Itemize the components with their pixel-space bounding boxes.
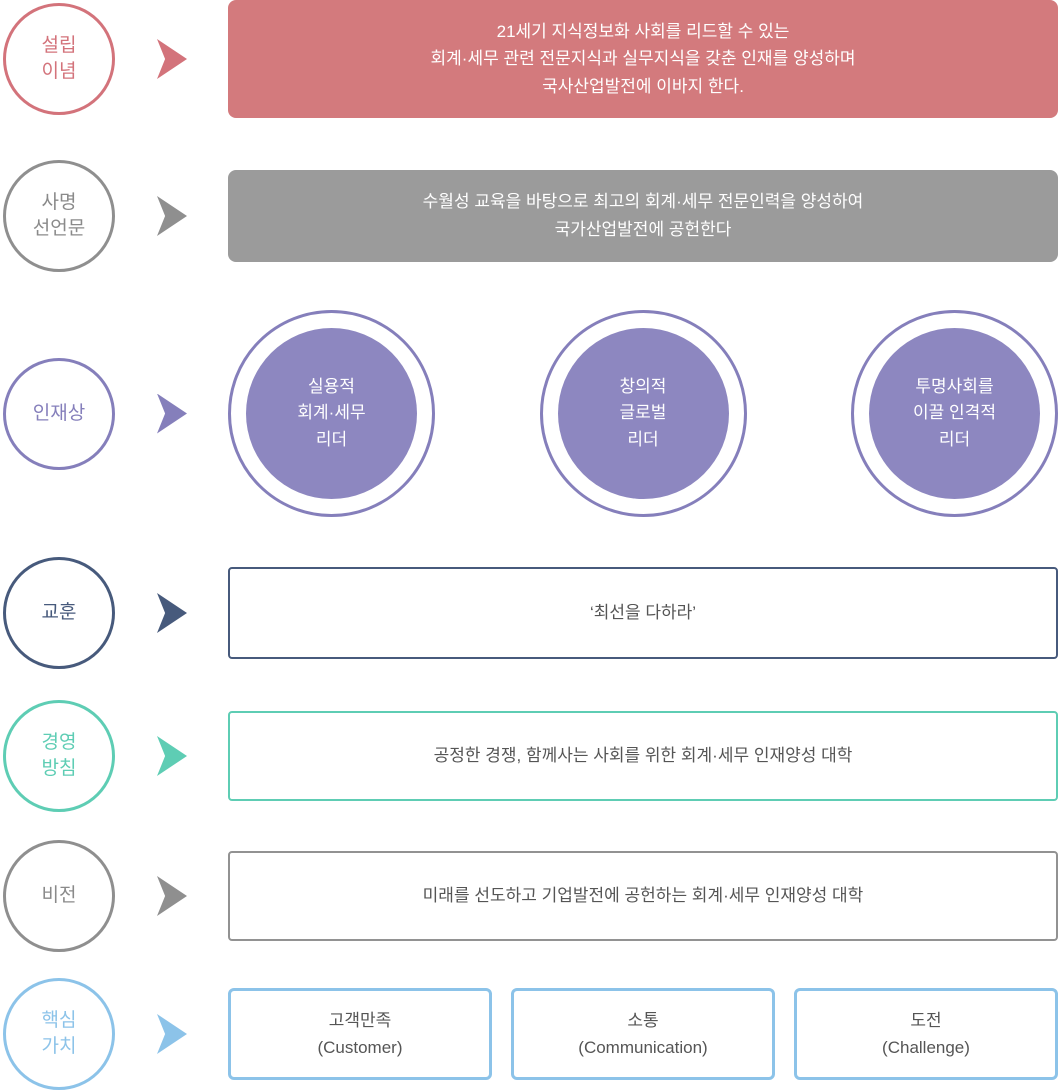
mission-content-col: 수월성 교육을 바탕으로 최고의 회계·세무 전문인력을 양성하여 국가산업발전… — [228, 170, 1058, 262]
vision-label-text: 비전 — [41, 885, 77, 907]
values-label-circle: 핵심 가치 — [3, 978, 115, 1090]
mission-label-col: 사명 선언문 — [0, 160, 116, 272]
core-value-boxes: 고객만족 (Customer) 소통 (Communication) 도전 (C… — [228, 988, 1058, 1080]
talent-circle-practical-text: 실용적 회계·세무 리더 — [246, 328, 417, 499]
policy-label-col: 경영 방침 — [0, 700, 116, 812]
row-management-policy: 경영 방침 공정한 경쟁, 함께사는 사회를 위한 회계·세무 인재양성 대학 — [0, 700, 1058, 812]
value-box-challenge: 도전 (Challenge) — [794, 988, 1058, 1080]
talent-circle-creative-text: 창의적 글로벌 리더 — [557, 328, 729, 499]
value-box-communication: 소통 (Communication) — [511, 988, 775, 1080]
talent-circle-ethical: 투명사회를 이끌 인격적 리더 — [851, 310, 1058, 517]
arrow-right-icon — [157, 593, 187, 633]
vision-label-col: 비전 — [0, 840, 116, 952]
motto-content-col: ‘최선을 다하라’ — [228, 567, 1058, 659]
talent-circles: 실용적 회계·세무 리더 창의적 글로벌 리더 투명사회를 이끌 인격적 리더 — [228, 310, 1058, 517]
founding-statement-box: 21세기 지식정보화 사회를 리드할 수 있는 회계·세무 관련 전문지식과 실… — [228, 0, 1058, 118]
arrow-right-icon — [157, 736, 187, 776]
founding-label-circle: 설립 이념 — [3, 3, 115, 115]
talent-circle-creative: 창의적 글로벌 리더 — [539, 310, 747, 517]
talent-arrow-col — [116, 393, 228, 434]
founding-label-col: 설립 이념 — [0, 3, 116, 115]
motto-label-text: 교훈 — [41, 602, 77, 624]
vision-label-circle: 비전 — [3, 840, 115, 952]
talent-circle-ethical-text: 투명사회를 이끌 인격적 리더 — [869, 328, 1040, 499]
policy-box: 공정한 경쟁, 함께사는 사회를 위한 회계·세무 인재양성 대학 — [228, 711, 1058, 801]
row-mission-statement: 사명 선언문 수월성 교육을 바탕으로 최고의 회계·세무 전문인력을 양성하여… — [0, 160, 1058, 272]
talent-circle-practical: 실용적 회계·세무 리더 — [228, 310, 435, 517]
policy-label-text: 경영 방침 — [41, 732, 77, 779]
row-school-motto: 교훈 ‘최선을 다하라’ — [0, 557, 1058, 669]
policy-label-circle: 경영 방침 — [3, 700, 115, 812]
vision-content-col: 미래를 선도하고 기업발전에 공헌하는 회계·세무 인재양성 대학 — [228, 851, 1058, 941]
motto-arrow-col — [116, 593, 228, 633]
arrow-right-icon — [157, 196, 187, 236]
arrow-right-icon — [157, 393, 187, 434]
talent-label-col: 인재상 — [0, 357, 116, 470]
mission-label-text: 사명 선언문 — [32, 192, 86, 239]
arrow-right-icon — [157, 876, 187, 916]
vision-box: 미래를 선도하고 기업발전에 공헌하는 회계·세무 인재양성 대학 — [228, 851, 1058, 941]
founding-content-col: 21세기 지식정보화 사회를 리드할 수 있는 회계·세무 관련 전문지식과 실… — [228, 0, 1058, 118]
values-content-col: 고객만족 (Customer) 소통 (Communication) 도전 (C… — [228, 988, 1058, 1080]
mission-arrow-col — [116, 196, 228, 236]
row-core-values: 핵심 가치 고객만족 (Customer) 소통 (Communication)… — [0, 978, 1058, 1090]
policy-content-col: 공정한 경쟁, 함께사는 사회를 위한 회계·세무 인재양성 대학 — [228, 711, 1058, 801]
row-talent-model: 인재상 실용적 회계·세무 리더 창의적 글로벌 리더 투명사회를 이끌 인격적… — [0, 310, 1058, 517]
value-box-customer: 고객만족 (Customer) — [228, 988, 492, 1080]
motto-box: ‘최선을 다하라’ — [228, 567, 1058, 659]
row-vision: 비전 미래를 선도하고 기업발전에 공헌하는 회계·세무 인재양성 대학 — [0, 840, 1058, 952]
values-arrow-col — [116, 1014, 228, 1054]
mission-label-circle: 사명 선언문 — [3, 160, 115, 272]
row-founding-philosophy: 설립 이념 21세기 지식정보화 사회를 리드할 수 있는 회계·세무 관련 전… — [0, 0, 1058, 118]
values-label-col: 핵심 가치 — [0, 978, 116, 1090]
arrow-right-icon — [157, 1014, 187, 1054]
talent-label-circle: 인재상 — [3, 357, 115, 470]
vision-arrow-col — [116, 876, 228, 916]
policy-arrow-col — [116, 736, 228, 776]
motto-label-col: 교훈 — [0, 557, 116, 669]
motto-label-circle: 교훈 — [3, 557, 115, 669]
founding-label-text: 설립 이념 — [41, 35, 77, 82]
talent-content-col: 실용적 회계·세무 리더 창의적 글로벌 리더 투명사회를 이끌 인격적 리더 — [228, 310, 1058, 517]
arrow-right-icon — [157, 39, 187, 79]
mission-statement-box: 수월성 교육을 바탕으로 최고의 회계·세무 전문인력을 양성하여 국가산업발전… — [228, 170, 1058, 262]
values-label-text: 핵심 가치 — [41, 1010, 77, 1057]
founding-arrow-col — [116, 39, 228, 79]
talent-label-text: 인재상 — [32, 402, 86, 424]
